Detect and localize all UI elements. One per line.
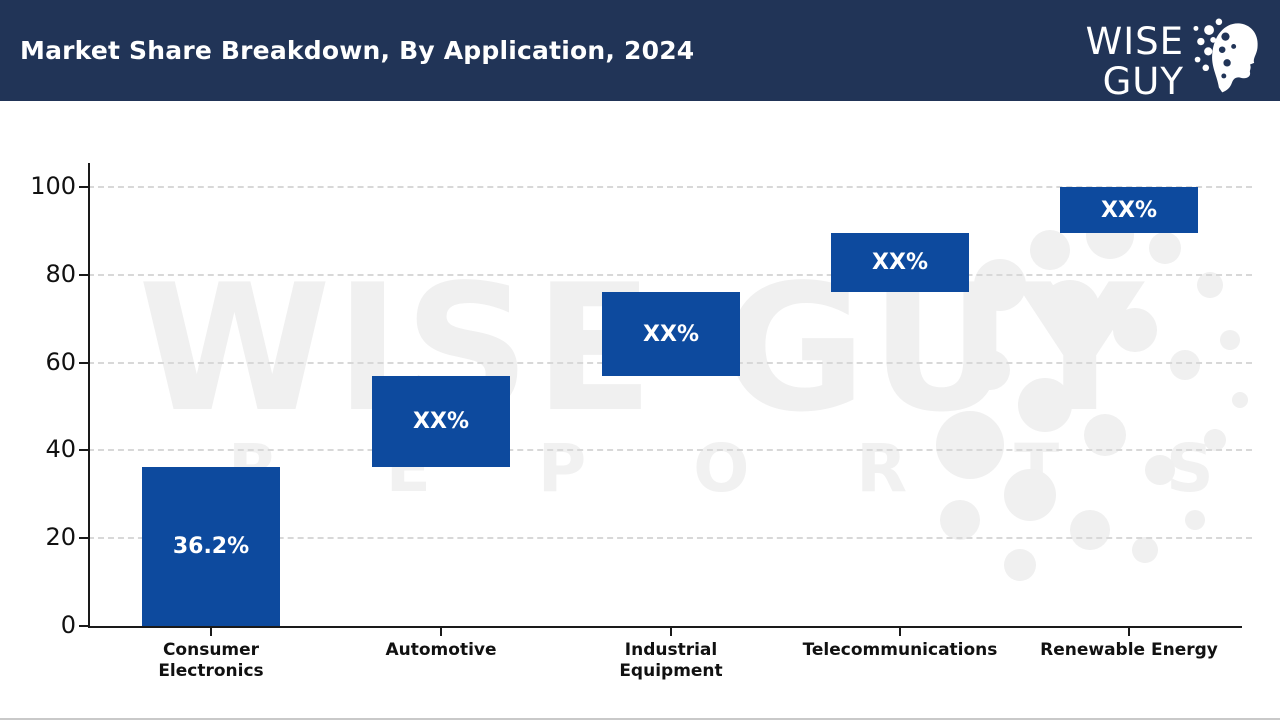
y-tick-mark-0 <box>79 625 88 627</box>
bar-segment-automotive: XX% <box>372 375 510 468</box>
x-axis-line <box>88 626 1242 628</box>
x-category-label-2: Industrial Equipment <box>551 640 791 682</box>
head-profile-icon <box>1193 18 1258 93</box>
logo-text: WISE GUY REPORTS <box>1012 20 1184 120</box>
x-category-label-line: Electronics <box>158 661 264 681</box>
bar-value-label: XX% <box>872 250 928 276</box>
x-category-label-line: Renewable Energy <box>1040 640 1218 660</box>
x-tick-mark-2 <box>670 627 672 636</box>
page-title: Market Share Breakdown, By Application, … <box>20 36 695 65</box>
x-tick-mark-1 <box>440 627 442 636</box>
bar-segment-telecommunications: XX% <box>831 233 969 293</box>
x-category-label-4: Renewable Energy <box>1009 640 1249 661</box>
gridline-40 <box>88 449 1252 452</box>
wise-guy-reports-logo: WISE GUY REPORTS <box>1012 8 1262 119</box>
x-tick-mark-0 <box>210 627 212 636</box>
bar-segment-consumer-electronics: 36.2% <box>142 467 280 626</box>
x-category-label-line: Telecommunications <box>802 640 998 660</box>
gridline-80 <box>88 273 1252 276</box>
header-band: Market Share Breakdown, By Application, … <box>0 0 1280 119</box>
bar-value-label: XX% <box>1101 197 1157 223</box>
y-tick-mark-60 <box>79 361 88 364</box>
y-tick-label-20: 20 <box>45 523 76 552</box>
gridline-100 <box>88 186 1252 188</box>
bar-value-label: 36.2% <box>172 534 250 560</box>
y-tick-mark-80 <box>79 273 88 276</box>
y-tick-mark-20 <box>79 537 88 540</box>
x-category-label-0: Consumer Electronics <box>91 640 331 682</box>
y-tick-mark-100 <box>79 186 88 188</box>
x-category-label-line: Industrial <box>624 640 718 660</box>
x-category-label-line: Consumer <box>162 640 260 660</box>
x-tick-mark-4 <box>1128 627 1130 636</box>
logo-subtitle: REPORTS <box>1061 104 1184 119</box>
x-tick-mark-3 <box>899 627 901 636</box>
bar-segment-renewable-energy: XX% <box>1060 187 1198 234</box>
y-tick-label-0: 0 <box>60 611 76 639</box>
x-category-label-line: Equipment <box>619 661 723 681</box>
watermark-head-dots <box>936 211 1248 581</box>
y-tick-mark-40 <box>79 449 88 452</box>
waterfall-chart: 0 20 40 60 80 100 36.2% XX% XX% XX% XX% Consumer Ele… <box>0 101 1280 718</box>
y-tick-label-40: 40 <box>45 435 76 464</box>
bar-value-label: XX% <box>413 408 469 434</box>
x-category-label-line: Automotive <box>385 640 497 660</box>
bar-segment-industrial-equipment: XX% <box>602 292 740 376</box>
logo-wordmark: WISE GUY <box>1085 20 1184 103</box>
y-axis-line <box>88 163 90 628</box>
y-tick-label-60: 60 <box>45 347 76 376</box>
gridline-20 <box>88 537 1252 540</box>
y-tick-label-80: 80 <box>45 259 76 288</box>
x-category-label-3: Telecommunications <box>780 640 1020 661</box>
y-tick-label-100: 100 <box>30 172 76 200</box>
bar-value-label: XX% <box>643 321 699 347</box>
x-category-label-1: Automotive <box>321 640 561 661</box>
